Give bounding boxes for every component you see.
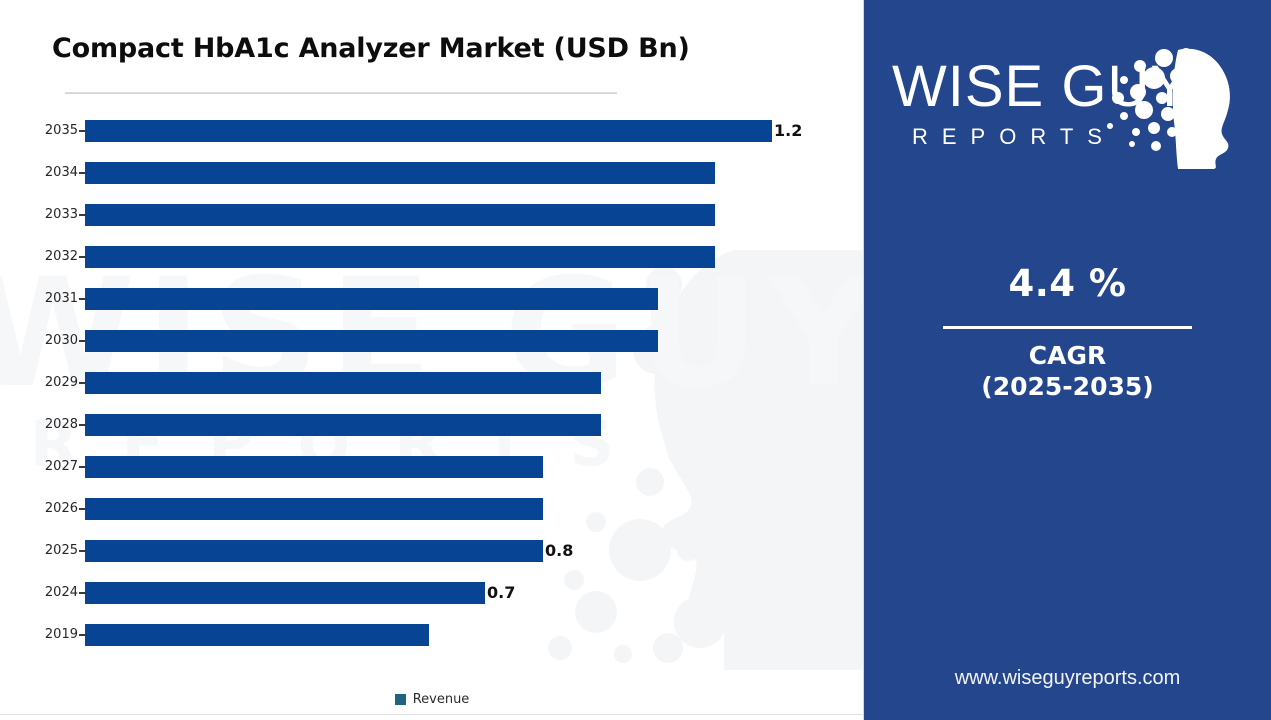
bar-value-label-2035: 1.2 (774, 121, 803, 140)
bar-2019[interactable] (85, 624, 429, 646)
y-axis-tick-label: 2032 (44, 249, 78, 264)
chart-row: 2025 0.8 (0, 530, 864, 572)
cagr-label: CAGR (1028, 341, 1107, 370)
y-axis-tick-mark (79, 382, 85, 384)
y-axis-tick-label: 2030 (44, 333, 78, 348)
y-axis-tick-label: 2035 (44, 123, 78, 138)
bar-2031[interactable] (85, 288, 658, 310)
chart-row: 2027 (0, 446, 864, 488)
bar-value-label-2024: 0.7 (487, 583, 516, 602)
chart-row: 2030 (0, 320, 864, 362)
y-axis-tick-label: 2027 (44, 459, 78, 474)
svg-text:REPORTS: REPORTS (912, 124, 1116, 149)
y-axis-tick-2035: 2035 (0, 120, 78, 142)
y-axis-tick-2019: 2019 (0, 624, 78, 646)
y-axis-tick-label: 2028 (44, 417, 78, 432)
y-axis-tick-mark (79, 466, 85, 468)
y-axis-tick-2031: 2031 (0, 288, 78, 310)
cagr-period: (2025-2035) (981, 372, 1154, 401)
cagr-divider (943, 326, 1192, 329)
plot-area: 2035 1.2 2034 2033 2032 2031 2030 2029 2028 2027 2… (0, 110, 864, 660)
bar-2029[interactable] (85, 372, 601, 394)
y-axis-tick-2034: 2034 (0, 162, 78, 184)
y-axis-tick-label: 2026 (44, 501, 78, 516)
y-axis-tick-mark (79, 424, 85, 426)
bar-2028[interactable] (85, 414, 601, 436)
chart-row: 2019 (0, 614, 864, 656)
y-axis-tick-2024: 2024 (0, 582, 78, 604)
y-axis-tick-mark (79, 256, 85, 258)
title-divider (65, 92, 617, 94)
bar-2035[interactable] (85, 120, 772, 142)
chart-legend: Revenue (0, 692, 864, 707)
chart-title: Compact HbA1c Analyzer Market (USD Bn) (52, 33, 690, 64)
y-axis-tick-mark (79, 298, 85, 300)
bar-2033[interactable] (85, 204, 715, 226)
y-axis-tick-label: 2019 (44, 627, 78, 642)
y-axis-tick-mark (79, 130, 85, 132)
chart-row: 2028 (0, 404, 864, 446)
y-axis-tick-label: 2031 (44, 291, 78, 306)
y-axis-tick-2032: 2032 (0, 246, 78, 268)
y-axis-tick-label: 2029 (44, 375, 78, 390)
y-axis-tick-mark (79, 340, 85, 342)
chart-row: 2034 (0, 152, 864, 194)
y-axis-tick-2026: 2026 (0, 498, 78, 520)
y-axis-tick-2028: 2028 (0, 414, 78, 436)
bar-2026[interactable] (85, 498, 543, 520)
y-axis-tick-mark (79, 172, 85, 174)
bar-2032[interactable] (85, 246, 715, 268)
chart-row: 2032 (0, 236, 864, 278)
y-axis-tick-mark (79, 550, 85, 552)
wiseguy-reports-logo-icon: WISE GUY REPORTS (892, 44, 1244, 169)
bar-2027[interactable] (85, 456, 543, 478)
y-axis-tick-mark (79, 214, 85, 216)
y-axis-tick-2029: 2029 (0, 372, 78, 394)
y-axis-tick-2025: 2025 (0, 540, 78, 562)
bar-2030[interactable] (85, 330, 658, 352)
y-axis-tick-label: 2033 (44, 207, 78, 222)
bar-2024[interactable] (85, 582, 485, 604)
legend-swatch-revenue (394, 694, 406, 705)
chart-row: 2024 0.7 (0, 572, 864, 614)
chart-row: 2033 (0, 194, 864, 236)
y-axis-tick-mark (79, 508, 85, 510)
chart-panel: WISE GUY REPORTS Compact HbA1c Analyzer … (0, 0, 864, 720)
brand-panel: WISE GUY REPORTS (864, 0, 1271, 720)
y-axis-tick-mark (79, 634, 85, 636)
cagr-value: 4.4 % (1008, 262, 1127, 305)
y-axis-tick-2027: 2027 (0, 456, 78, 478)
y-axis-tick-label: 2024 (44, 585, 78, 600)
chart-row: 2029 (0, 362, 864, 404)
chart-row: 2035 1.2 (0, 110, 864, 152)
y-axis-tick-2033: 2033 (0, 204, 78, 226)
website-url: www.wiseguyreports.com (954, 667, 1181, 689)
y-axis-tick-label: 2034 (44, 165, 78, 180)
legend-label-revenue: Revenue (412, 692, 470, 707)
y-axis-tick-2030: 2030 (0, 330, 78, 352)
bar-value-label-2025: 0.8 (545, 541, 574, 560)
y-axis-tick-mark (79, 592, 85, 594)
y-axis-tick-label: 2025 (44, 543, 78, 558)
bar-2034[interactable] (85, 162, 715, 184)
legend-divider (0, 714, 864, 715)
chart-row: 2031 (0, 278, 864, 320)
bar-2025[interactable] (85, 540, 543, 562)
panel-divider (863, 0, 864, 720)
chart-row: 2026 (0, 488, 864, 530)
